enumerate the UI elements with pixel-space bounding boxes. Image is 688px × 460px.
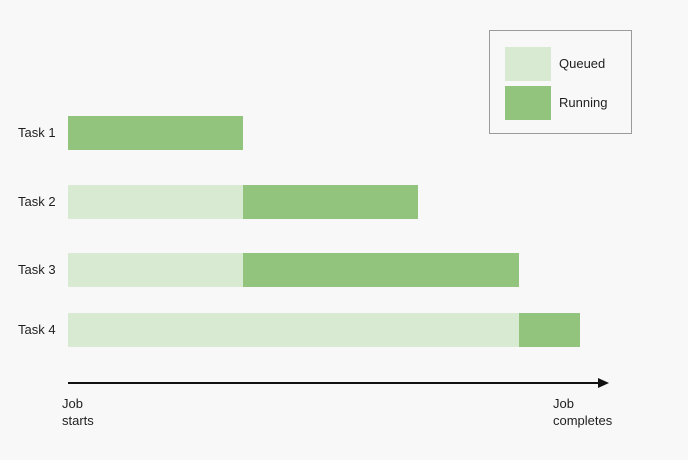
bar-segment-running: [242, 253, 519, 287]
legend-label-running: Running: [559, 95, 608, 110]
axis-arrow-icon: [598, 378, 609, 388]
x-axis-start-label-line2: starts: [62, 413, 94, 428]
task-label: Task 4: [18, 322, 56, 337]
x-axis-start-label: Job starts: [62, 395, 94, 429]
legend: Queued Running: [489, 30, 632, 134]
bar-segment-running: [518, 313, 580, 347]
bar-segment-running: [242, 185, 418, 219]
legend-swatch-running: [505, 86, 551, 120]
task-row: Task 2: [0, 185, 688, 219]
task-label: Task 3: [18, 262, 56, 277]
x-axis-end-label: Job completes: [553, 395, 612, 429]
task-label: Task 1: [18, 125, 56, 140]
x-axis-line: [68, 382, 599, 384]
task-row: Task 1: [0, 116, 688, 150]
legend-label-queued: Queued: [559, 56, 606, 71]
task-row: Task 4: [0, 313, 688, 347]
bar-segment-running: [68, 116, 243, 150]
x-axis-start-label-line1: Job: [62, 396, 83, 411]
legend-swatch-queued: [505, 47, 551, 81]
task-row: Task 3: [0, 253, 688, 287]
bar-segment-queued: [68, 185, 243, 219]
bar-segment-queued: [68, 313, 519, 347]
task-label: Task 2: [18, 194, 56, 209]
x-axis-end-label-line1: Job: [553, 396, 574, 411]
x-axis-end-label-line2: completes: [553, 413, 613, 428]
bar-segment-queued: [68, 253, 243, 287]
